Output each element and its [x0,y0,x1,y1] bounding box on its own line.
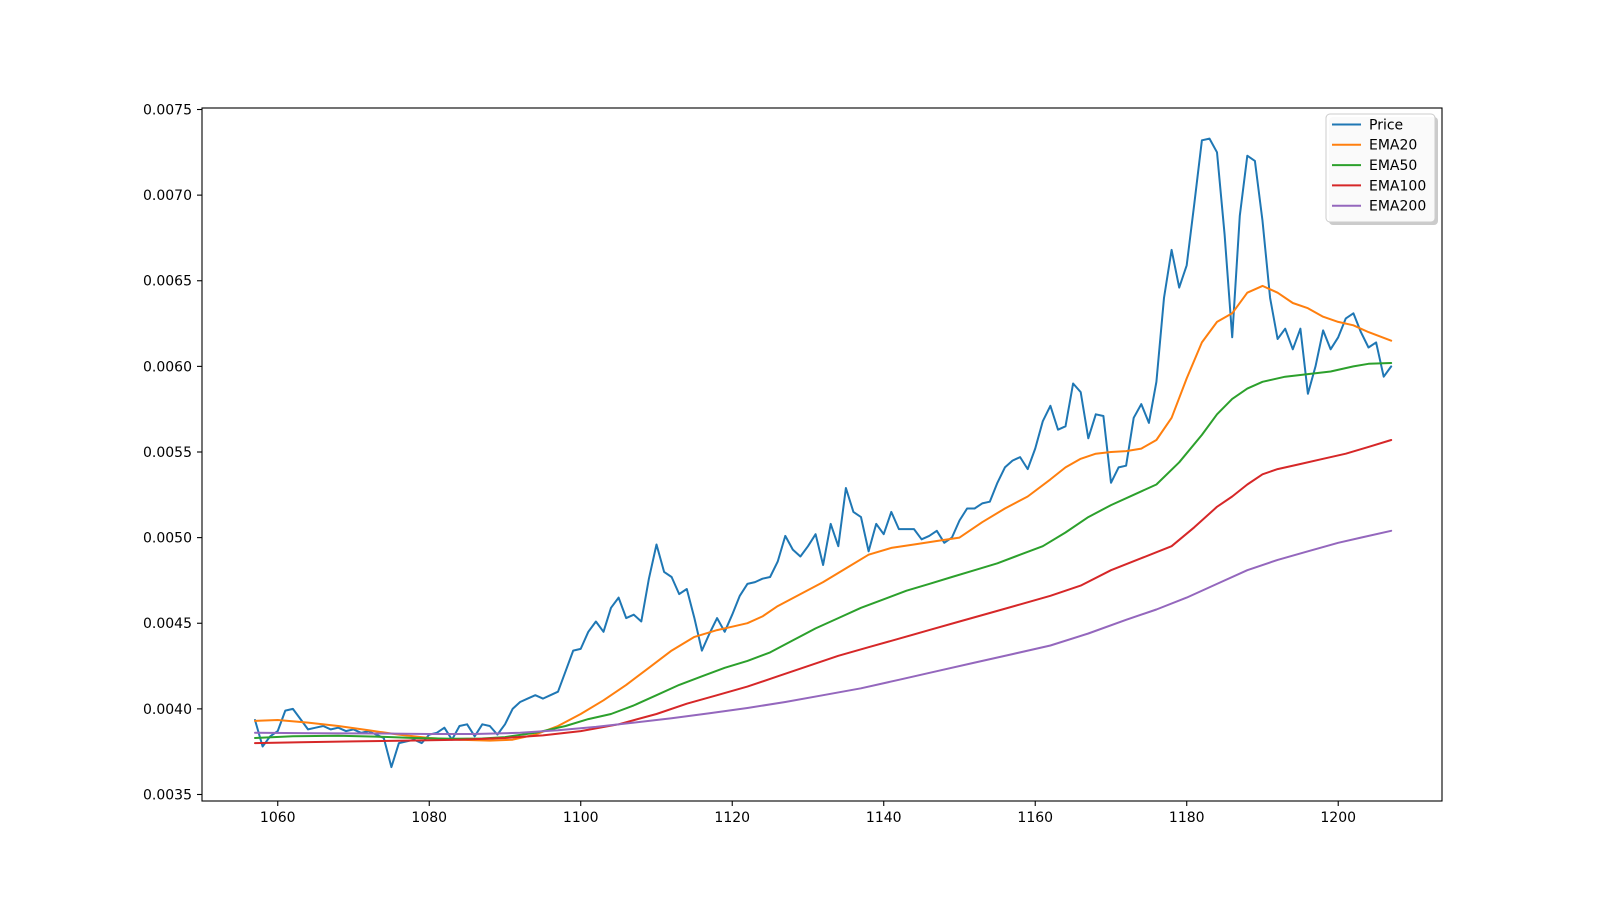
legend: Price EMA20 EMA50 EMA100 EMA200 [1325,113,1438,225]
legend-label: EMA20 [1369,138,1417,154]
y-tick-label: 0.0035 [143,787,192,803]
y-tick-label: 0.0055 [143,445,192,461]
legend-frame [1325,113,1436,223]
x-tick-label: 1180 [1169,810,1205,826]
x-tick-label: 1080 [411,810,447,826]
price-line [254,137,1393,769]
y-tick-label: 0.0070 [143,188,192,204]
legend-item: Price [1332,117,1403,133]
legend-item: EMA100 [1332,178,1426,194]
x-tick-label: 1100 [563,810,599,826]
legend-item: EMA200 [1332,199,1426,215]
legend-label: EMA100 [1369,178,1426,194]
ema100-line [254,439,1393,745]
y-tick-label: 0.0075 [143,102,192,118]
legend-label: EMA200 [1369,199,1426,215]
x-tick-label: 1060 [260,810,296,826]
legend-label: Price [1369,117,1403,133]
ema20-line [254,284,1393,742]
y-tick-label: 0.0060 [143,359,192,375]
x-tick-label: 1160 [1017,810,1053,826]
y-tick-label: 0.0065 [143,274,192,290]
x-tick-label: 1140 [866,810,902,826]
ema200-line [254,529,1393,735]
legend-item: EMA50 [1332,158,1417,174]
y-tick-label: 0.0040 [143,702,192,718]
y-tick-label: 0.0045 [143,616,192,632]
y-tick-label: 0.0050 [143,531,192,547]
ema50-line [254,362,1393,740]
x-tick-label: 1120 [714,810,750,826]
legend-label: EMA50 [1369,158,1417,174]
legend-item: EMA20 [1332,138,1417,154]
x-tick-label: 1200 [1320,810,1356,826]
plot-area-border [201,107,1443,802]
